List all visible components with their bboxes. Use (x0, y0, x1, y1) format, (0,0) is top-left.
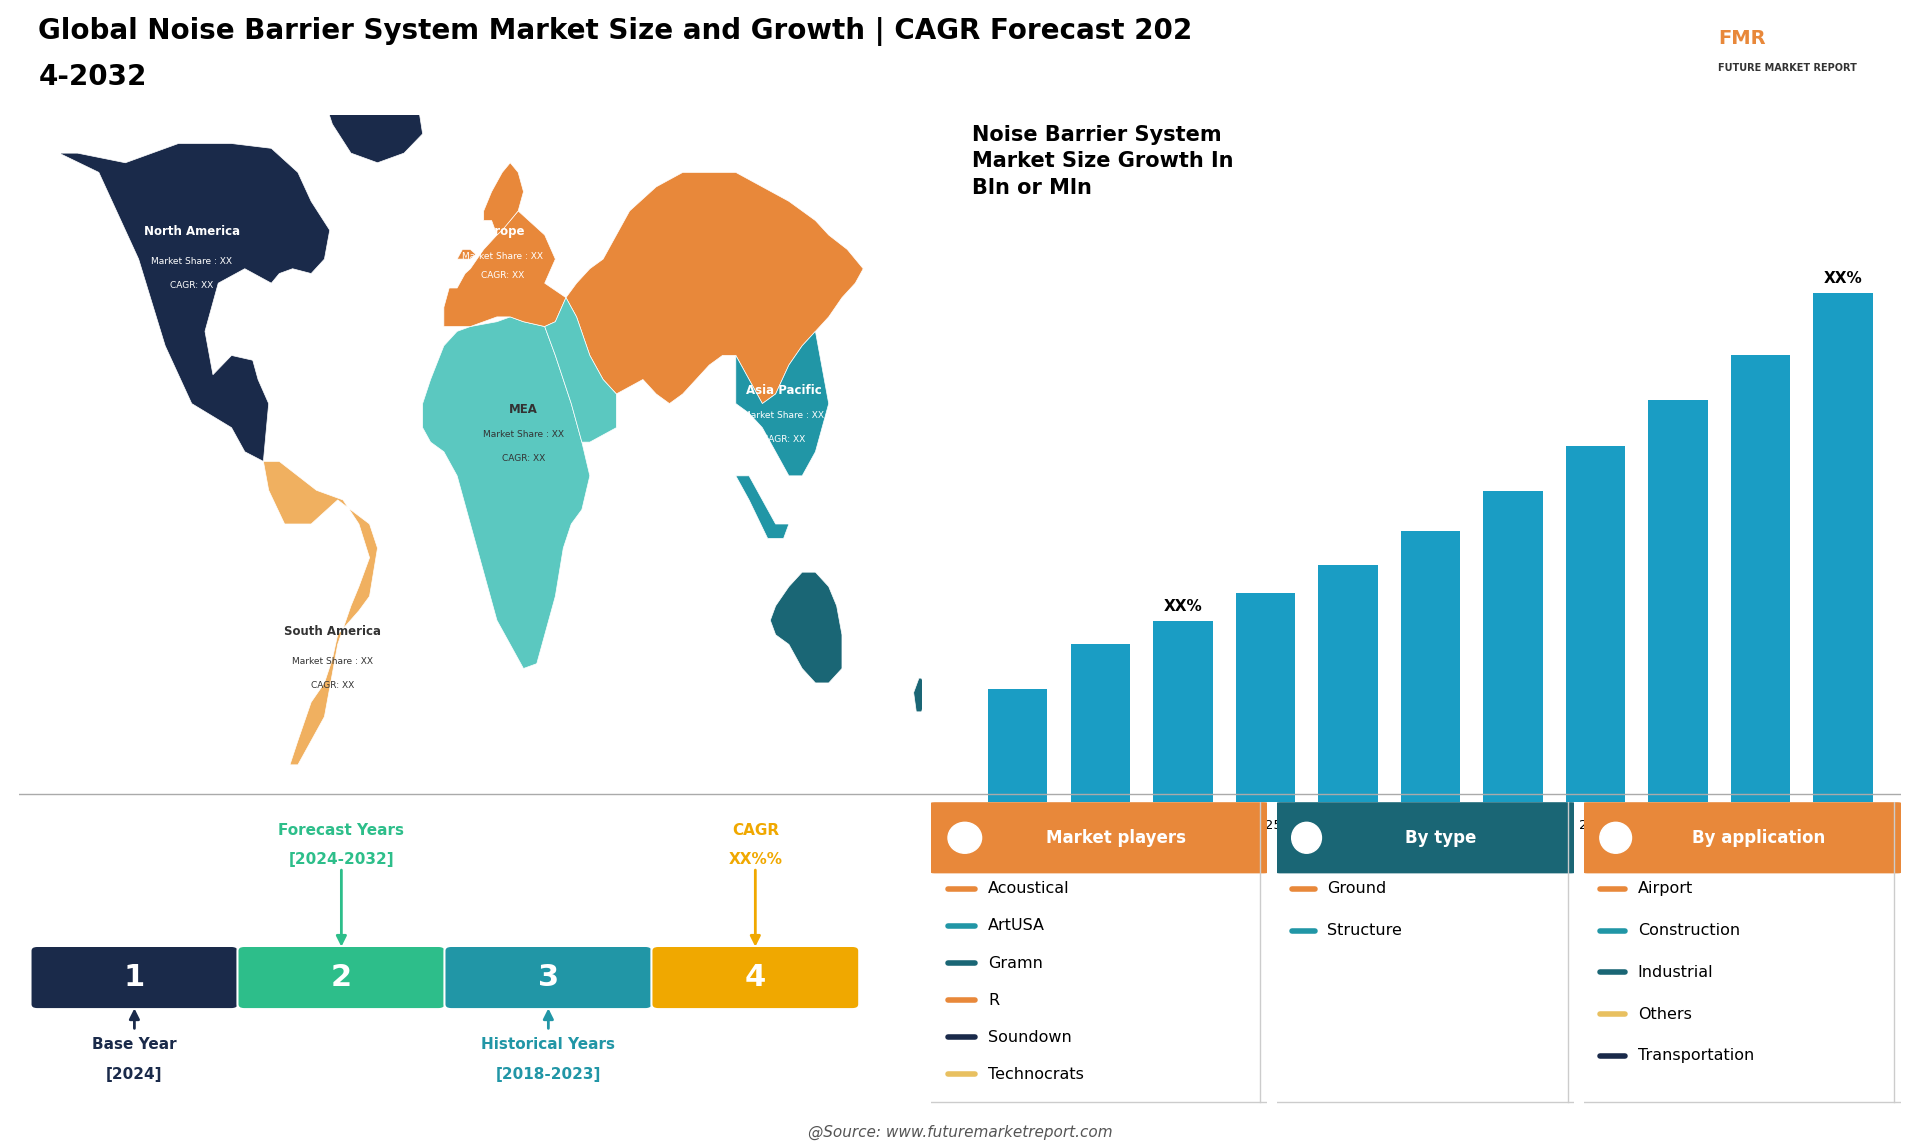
Text: XX%: XX% (1164, 599, 1202, 614)
Text: 2024: 2024 (1165, 819, 1200, 832)
Polygon shape (457, 250, 476, 259)
FancyBboxPatch shape (31, 945, 238, 1010)
Text: Industrial: Industrial (1638, 965, 1713, 980)
Text: 2029: 2029 (1578, 819, 1613, 832)
Text: By type: By type (1405, 829, 1476, 847)
Text: FUTURE MARKET REPORT: FUTURE MARKET REPORT (1718, 63, 1857, 73)
Text: Construction: Construction (1638, 924, 1740, 939)
Text: ArtUSA: ArtUSA (989, 918, 1044, 934)
Text: [2024]: [2024] (106, 1067, 163, 1082)
Text: South America: South America (284, 625, 380, 638)
Text: Asia Pacific: Asia Pacific (745, 384, 822, 397)
Text: 4-2032: 4-2032 (38, 63, 146, 91)
Bar (1071, 644, 1131, 802)
Text: 2025: 2025 (1248, 819, 1283, 832)
Text: Acoustical: Acoustical (989, 881, 1069, 896)
Text: 2023: 2023 (1083, 819, 1117, 832)
Text: Europe: Europe (478, 225, 526, 238)
Text: Market Share : XX: Market Share : XX (484, 430, 564, 439)
Text: Technocrats: Technocrats (989, 1067, 1085, 1082)
Polygon shape (914, 678, 927, 712)
Polygon shape (545, 298, 616, 442)
Text: North America: North America (144, 225, 240, 238)
Text: Historical Years: Historical Years (482, 1037, 614, 1052)
Polygon shape (444, 211, 566, 327)
Text: [2018-2023]: [2018-2023] (495, 1067, 601, 1082)
Polygon shape (566, 172, 864, 403)
Text: 2: 2 (330, 963, 351, 992)
Circle shape (948, 823, 981, 854)
Text: CAGR: XX: CAGR: XX (480, 272, 524, 281)
Text: 2031: 2031 (1743, 819, 1778, 832)
Bar (1484, 490, 1542, 802)
Text: Transportation: Transportation (1638, 1049, 1755, 1063)
FancyBboxPatch shape (651, 945, 860, 1010)
Text: FMR: FMR (1718, 29, 1766, 48)
Polygon shape (735, 331, 829, 476)
Circle shape (1292, 823, 1321, 854)
Text: Market Share : XX: Market Share : XX (743, 411, 824, 421)
Text: Noise Barrier System
Market Size Growth In
Bln or Mln: Noise Barrier System Market Size Growth … (972, 125, 1235, 197)
Text: 3: 3 (538, 963, 559, 992)
FancyBboxPatch shape (1578, 802, 1907, 873)
Text: Base Year: Base Year (92, 1037, 177, 1052)
Bar (1154, 621, 1213, 802)
Text: CAGR: XX: CAGR: XX (311, 681, 353, 690)
Bar (989, 689, 1048, 802)
Text: Ground: Ground (1327, 881, 1386, 896)
Text: Airport: Airport (1638, 881, 1693, 896)
Polygon shape (484, 163, 524, 235)
Text: XX%%: XX%% (728, 853, 781, 868)
Text: 2026: 2026 (1331, 819, 1365, 832)
FancyBboxPatch shape (238, 945, 445, 1010)
Polygon shape (263, 462, 378, 764)
Text: 2028: 2028 (1496, 819, 1530, 832)
Text: By application: By application (1692, 829, 1824, 847)
Text: Gramn: Gramn (989, 956, 1043, 971)
Text: XX%: XX% (1824, 272, 1862, 286)
Bar (1730, 355, 1789, 802)
Text: Market Share : XX: Market Share : XX (292, 657, 372, 666)
Text: Market Share : XX: Market Share : XX (152, 257, 232, 266)
Text: 2032: 2032 (1826, 819, 1860, 832)
Bar (1812, 293, 1872, 802)
Text: @Source: www.futuremarketreport.com: @Source: www.futuremarketreport.com (808, 1125, 1112, 1140)
Text: Others: Others (1638, 1006, 1692, 1021)
Bar (1319, 565, 1377, 802)
Text: CAGR: XX: CAGR: XX (762, 435, 804, 445)
Text: Soundown: Soundown (989, 1030, 1071, 1045)
Text: 2030: 2030 (1661, 819, 1695, 832)
Text: [2024-2032]: [2024-2032] (288, 853, 394, 868)
Text: Structure: Structure (1327, 924, 1402, 939)
FancyBboxPatch shape (1271, 802, 1580, 873)
Text: Forecast Years: Forecast Years (278, 823, 405, 838)
Text: 4: 4 (745, 963, 766, 992)
Bar (1647, 400, 1707, 802)
Bar (1236, 592, 1296, 802)
Polygon shape (324, 100, 422, 163)
Text: CAGR: XX: CAGR: XX (171, 281, 213, 290)
Text: CAGR: CAGR (732, 823, 780, 838)
Text: 2027: 2027 (1413, 819, 1448, 832)
Bar (1402, 531, 1459, 802)
Polygon shape (735, 476, 789, 539)
Polygon shape (422, 317, 589, 668)
Text: Market players: Market players (1046, 829, 1187, 847)
Text: R: R (989, 992, 1000, 1007)
Text: CAGR: XX: CAGR: XX (501, 455, 545, 463)
FancyBboxPatch shape (444, 945, 653, 1010)
Circle shape (1599, 823, 1632, 854)
FancyBboxPatch shape (924, 802, 1273, 873)
Text: 2022: 2022 (1000, 819, 1035, 832)
Text: 1: 1 (123, 963, 146, 992)
Text: MEA: MEA (509, 403, 538, 416)
Polygon shape (25, 143, 330, 462)
Polygon shape (770, 572, 843, 683)
Text: Global Noise Barrier System Market Size and Growth | CAGR Forecast 202: Global Noise Barrier System Market Size … (38, 17, 1192, 46)
Bar (1565, 446, 1624, 802)
Text: Market Share : XX: Market Share : XX (461, 252, 543, 261)
